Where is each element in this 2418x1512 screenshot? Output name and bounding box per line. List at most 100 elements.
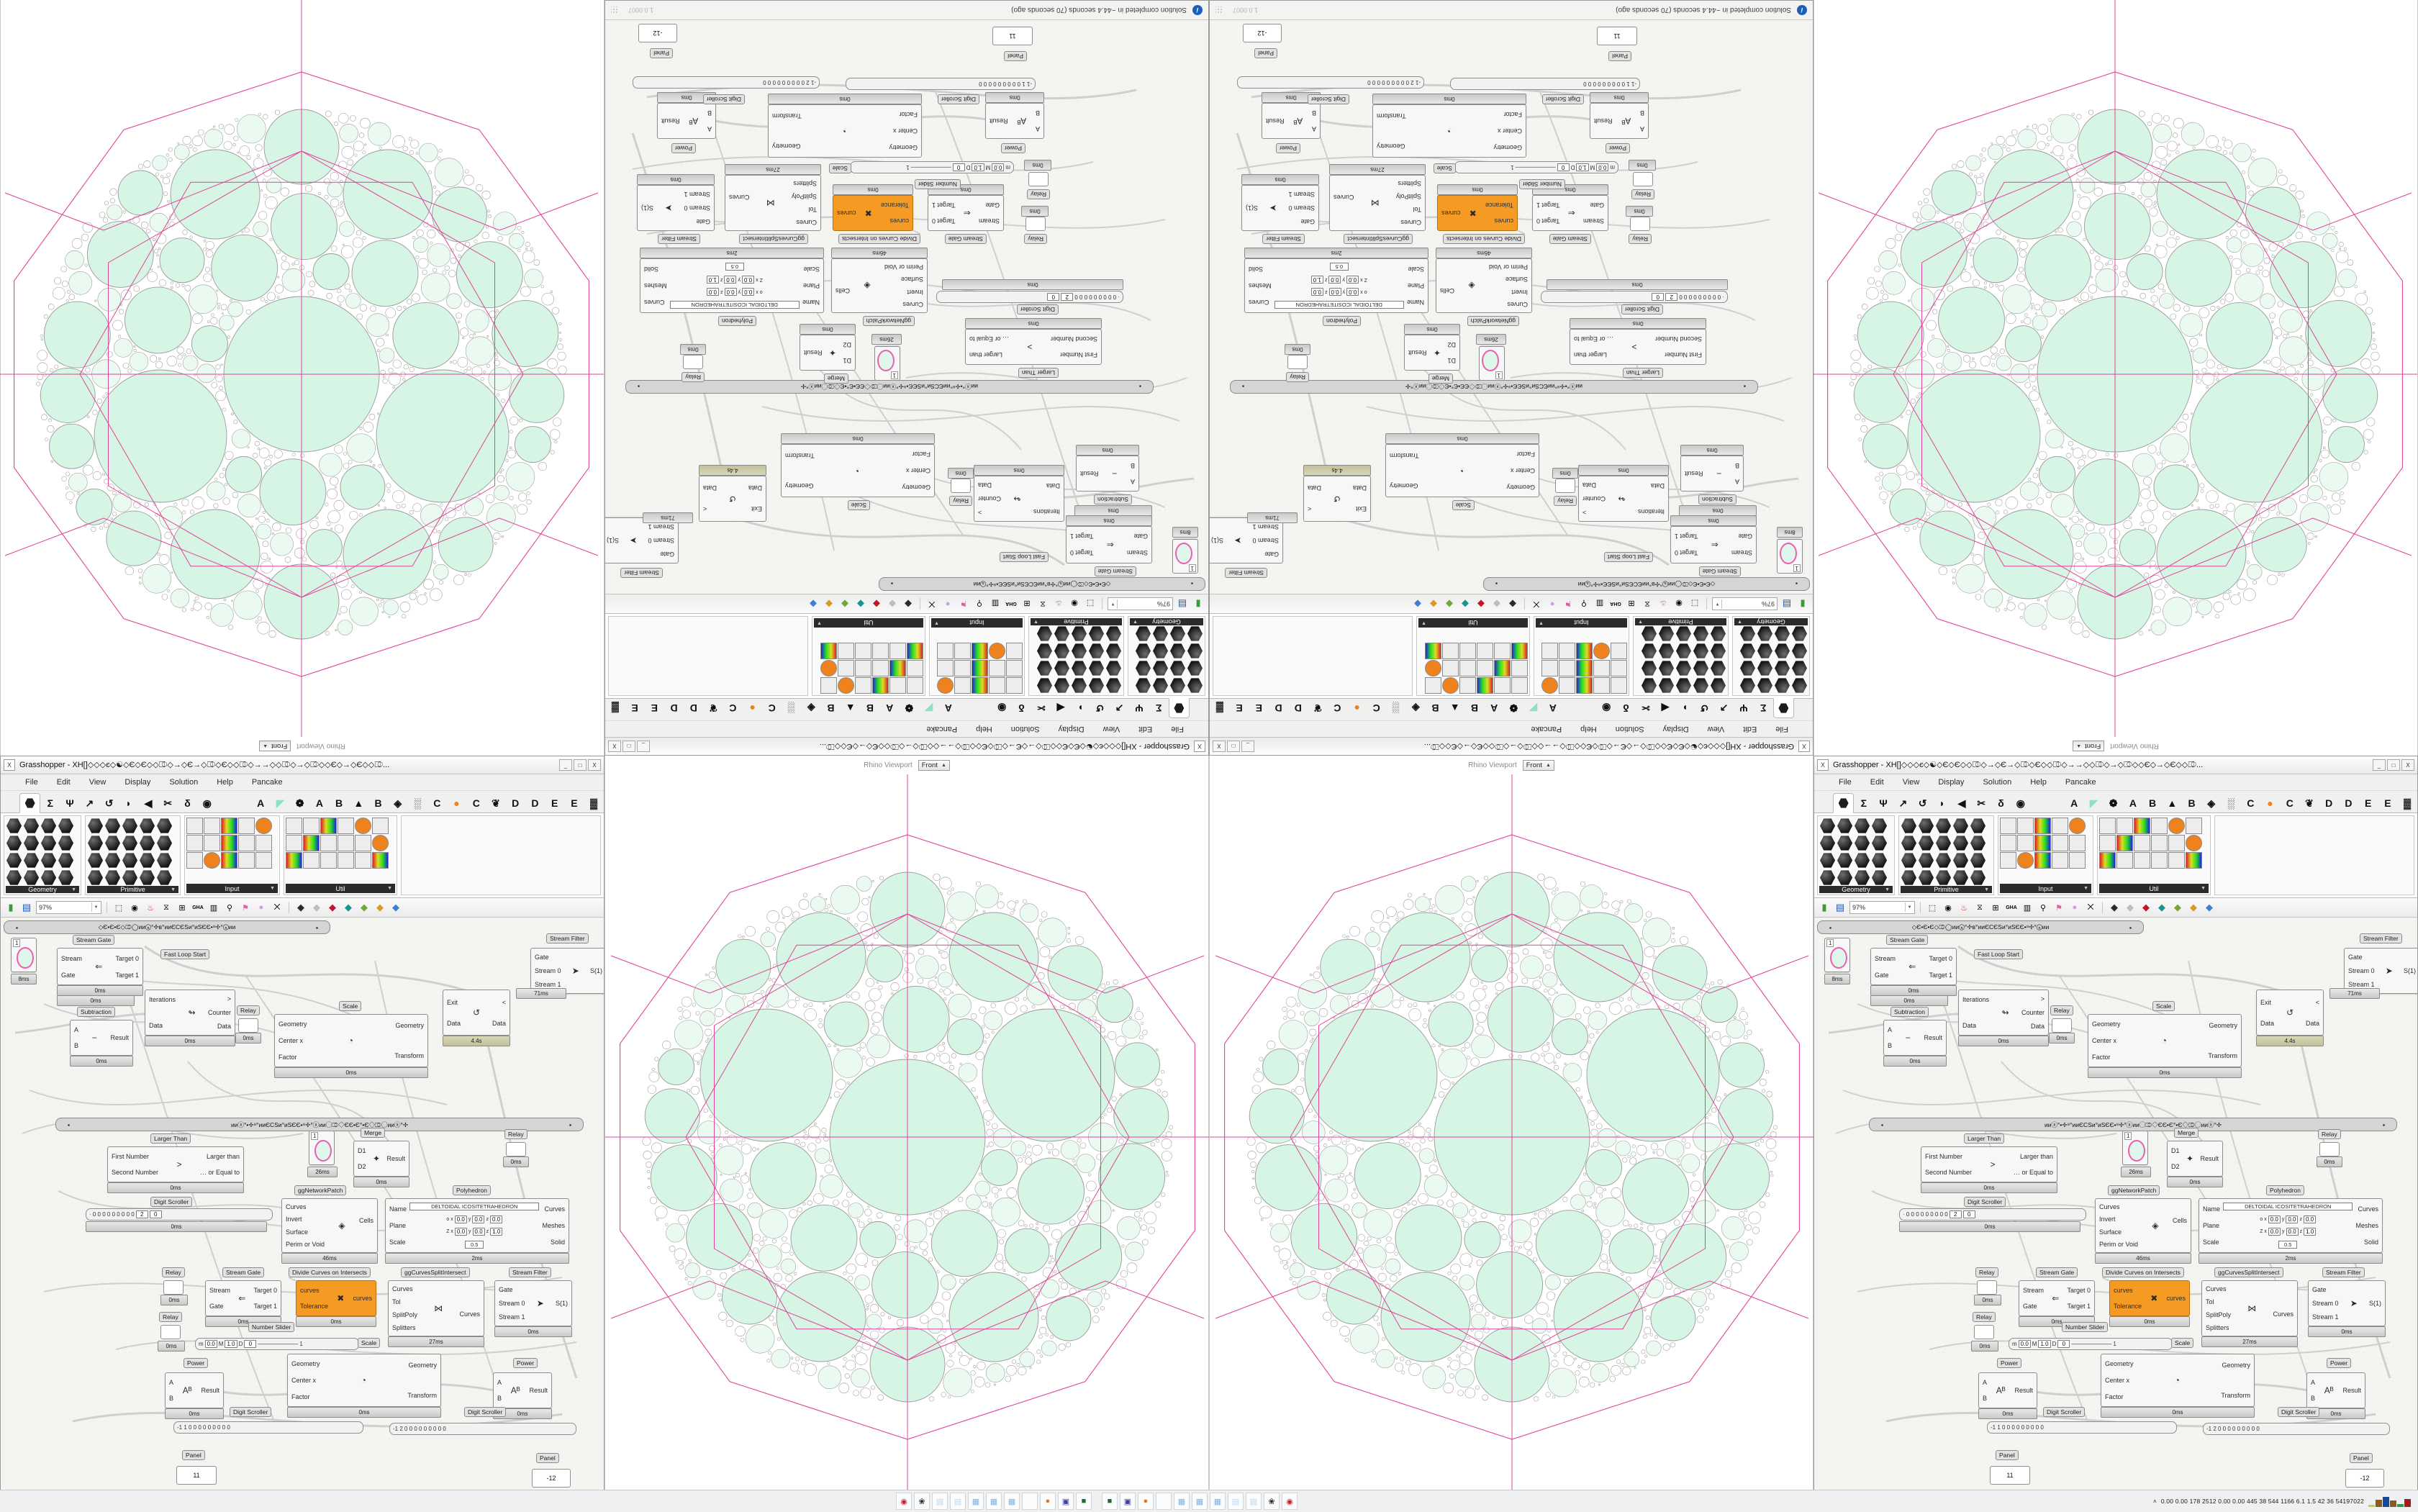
panel-expand-icon[interactable]: ▼: [1638, 619, 1643, 625]
intersect-tab[interactable]: ◀: [1661, 702, 1670, 715]
sets-tab[interactable]: Σ: [1860, 797, 1867, 809]
panel-expand-icon[interactable]: ▼: [1133, 619, 1138, 625]
component-icon[interactable]: [1136, 626, 1151, 641]
component-icon[interactable]: [186, 852, 203, 869]
tab-bird[interactable]: ❦: [492, 797, 500, 809]
panel-icon[interactable]: [1854, 869, 1870, 886]
component-icon[interactable]: [1541, 677, 1558, 694]
panel-icon[interactable]: [1693, 643, 1709, 659]
definition-canvas[interactable]: ▪ ◇Є•Є•Є◇⎄◯ииⓧ°✢в°ииЄСЄЅи°иЅЄЄ•⁸✢°ⓧии ▪ 1 8m…: [1814, 918, 2417, 1491]
panel-icon[interactable]: [221, 835, 237, 851]
panel-icon[interactable]: [1036, 625, 1053, 642]
panel-icon[interactable]: [1459, 643, 1476, 659]
component-icon[interactable]: [157, 853, 172, 868]
panel-icon[interactable]: [1641, 677, 1657, 694]
tab-e1[interactable]: E: [2365, 797, 2372, 809]
panel-icon[interactable]: [1611, 643, 1627, 659]
panel-icon[interactable]: [1675, 643, 1692, 659]
panel-icon[interactable]: [1935, 869, 1952, 886]
component-icon[interactable]: [2151, 818, 2168, 834]
blue-drop-icon[interactable]: ◆: [392, 902, 399, 913]
divide-curves-on-intersects[interactable]: curves Tolerance ✖ curves: [2109, 1280, 2190, 1316]
component-icon[interactable]: [1970, 836, 1985, 851]
panel-icon[interactable]: [58, 852, 74, 869]
tab-d1[interactable]: D: [1294, 702, 1302, 714]
panel-icon[interactable]: [87, 852, 104, 869]
panel-icon[interactable]: [1819, 835, 1836, 851]
black-drop-icon[interactable]: ◆: [297, 902, 304, 913]
panel-icon[interactable]: [1036, 677, 1053, 694]
component-icon[interactable]: [937, 677, 954, 694]
panel-icon[interactable]: [1854, 852, 1870, 869]
component-icon[interactable]: [1494, 660, 1511, 676]
plane-o-1[interactable]: 0.0: [2286, 1215, 2299, 1223]
component-icon[interactable]: [372, 818, 389, 834]
bake-icon[interactable]: ♨: [1659, 599, 1667, 608]
component-icon[interactable]: [2134, 835, 2150, 851]
panel-icon[interactable]: [87, 835, 104, 851]
gg-network-patch[interactable]: Curves Invert Surface Perim or Void ◈ Cells: [831, 258, 928, 313]
number-slider-box-1[interactable]: 0.0: [2018, 1340, 2031, 1348]
component-icon[interactable]: [1089, 643, 1104, 658]
panel-icon[interactable]: [355, 835, 371, 851]
panel-icon[interactable]: [1036, 660, 1053, 676]
component-icon[interactable]: [1693, 626, 1708, 641]
component-icon[interactable]: [2134, 818, 2150, 834]
panel-icon[interactable]: [1819, 852, 1836, 869]
tab-tree[interactable]: ❁: [2109, 797, 2118, 809]
stream-filter-1[interactable]: Gate Stream 0 Stream 1 ➤ S(1): [530, 948, 604, 994]
menu-view[interactable]: View: [1102, 725, 1120, 733]
component-icon[interactable]: [1054, 626, 1069, 641]
component-icon[interactable]: [1919, 853, 1934, 868]
taskbar-grasshopper-icon[interactable]: ❀: [914, 1493, 930, 1510]
component-icon[interactable]: [1072, 661, 1087, 676]
panel-icon[interactable]: [1675, 677, 1692, 694]
red-drop-icon[interactable]: ◆: [2142, 902, 2150, 913]
panel-icon[interactable]: [238, 818, 255, 834]
number-slider[interactable]: m 0.0 M 1.0 D 0 ——————— 1: [850, 161, 1014, 173]
menu-edit[interactable]: Edit: [56, 778, 71, 787]
panel-icon[interactable]: [122, 869, 138, 886]
scale-1[interactable]: Geometry Center x Factor ◔ Geometry Transform: [2088, 1014, 2242, 1067]
component-icon[interactable]: [1792, 643, 1807, 658]
component-icon[interactable]: [1072, 643, 1087, 658]
panel-icon[interactable]: [1459, 660, 1476, 676]
component-icon[interactable]: [1442, 677, 1459, 694]
component-icon[interactable]: [6, 853, 22, 868]
component-icon[interactable]: [157, 818, 172, 833]
panel-icon[interactable]: [2000, 818, 2016, 834]
panel-icon[interactable]: [2034, 818, 2051, 834]
power-1[interactable]: A B Aᴮ Result: [165, 1372, 224, 1408]
panel-icon[interactable]: [2116, 818, 2133, 834]
stream-filter-2[interactable]: Gate Stream 0 Stream 1 ➤ S(1): [2308, 1280, 2386, 1326]
taskbar-terminal-icon[interactable]: ■: [1076, 1493, 1092, 1510]
panel-icon[interactable]: [1169, 625, 1186, 642]
component-icon[interactable]: [1511, 677, 1528, 694]
component-icon[interactable]: [2151, 835, 2168, 851]
taskbar-firefox-icon[interactable]: ●: [1040, 1493, 1056, 1510]
component-icon[interactable]: [1006, 660, 1023, 676]
component-icon[interactable]: [1919, 870, 1934, 885]
tab-grid[interactable]: ░: [1392, 702, 1400, 714]
tab-orange-dot[interactable]: ●: [749, 702, 756, 714]
component-icon[interactable]: [338, 818, 354, 834]
component-icon[interactable]: [1494, 677, 1511, 694]
power-2[interactable]: A B Aᴮ Result: [2306, 1372, 2365, 1408]
component-icon[interactable]: [255, 818, 272, 834]
panel-icon[interactable]: [1970, 818, 1986, 834]
cluster-icon[interactable]: ⊞: [178, 903, 186, 913]
taskbar-rhino-icon[interactable]: ◉: [896, 1493, 912, 1510]
taskbar-terminal-icon[interactable]: ■: [1102, 1493, 1118, 1510]
menu-pancake[interactable]: Pancake: [251, 778, 283, 787]
panel-icon[interactable]: [1935, 852, 1952, 869]
stream-filter-1[interactable]: Gate Stream 0 Stream 1 ➤ S(1): [605, 517, 679, 563]
zoom-dropdown-icon[interactable]: ▼: [1109, 599, 1118, 609]
resize-grip[interactable]: [611, 6, 618, 14]
maximize-button[interactable]: □: [2387, 759, 2400, 771]
panel-icon[interactable]: [1710, 643, 1726, 659]
surface-tab[interactable]: ↺: [104, 797, 114, 809]
menu-display[interactable]: Display: [1058, 725, 1085, 733]
search-icon[interactable]: ⚲: [226, 903, 233, 913]
relay-1[interactable]: [951, 479, 971, 493]
